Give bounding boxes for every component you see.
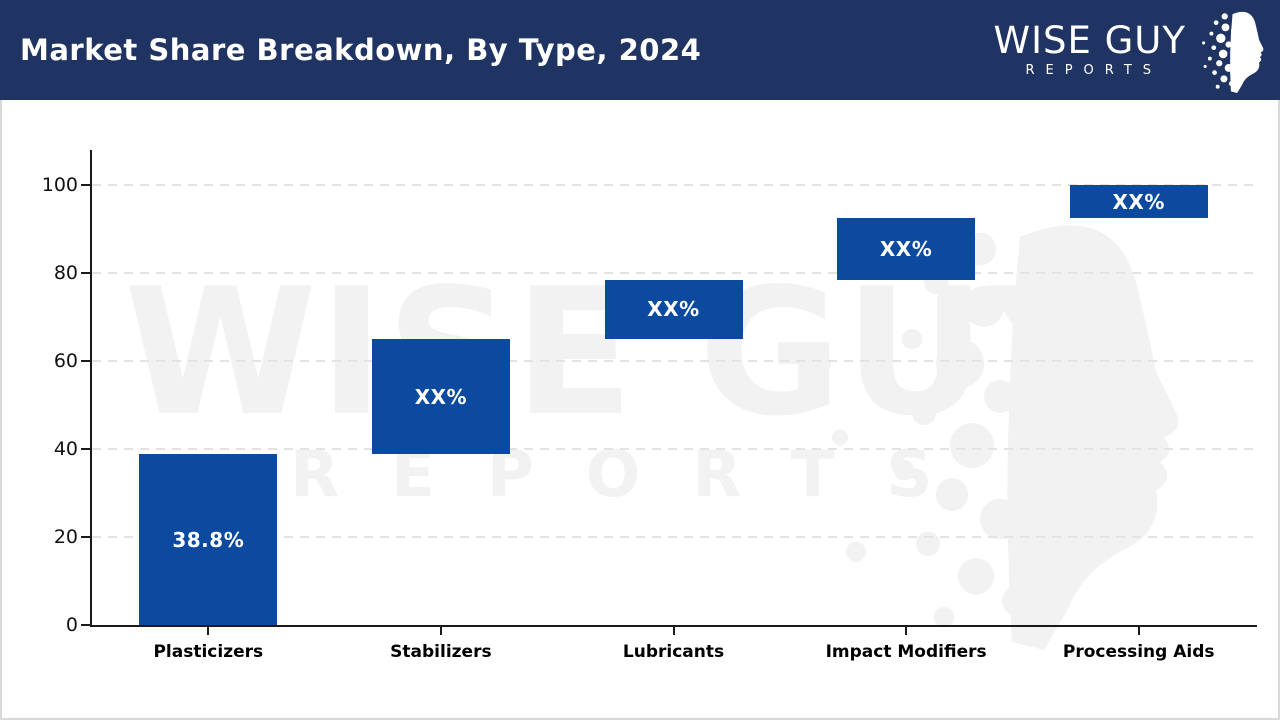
brand-logo: WISE GUY REPORTS — [994, 4, 1270, 96]
watermark-face-icon — [816, 225, 1179, 650]
brand-logo-text: WISE GUY REPORTS — [994, 22, 1186, 78]
y-tick-label: 20 — [53, 526, 78, 548]
x-category-label: Impact Modifiers — [825, 642, 987, 662]
page-title: Market Share Breakdown, By Type, 2024 — [20, 33, 702, 67]
x-tick-mark — [672, 627, 675, 635]
gridline-100 — [92, 184, 1255, 186]
bar-value-label: 38.8% — [172, 527, 245, 552]
bar-processing-aids: XX% — [1069, 185, 1208, 218]
y-tick-label: 40 — [53, 438, 78, 460]
y-tick-mark-60 — [81, 360, 90, 362]
gridline-80 — [92, 272, 1255, 274]
x-axis-line — [90, 625, 1257, 627]
y-tick-mark-20 — [81, 536, 90, 538]
x-category-label: Processing Aids — [1062, 642, 1215, 662]
x-tick-mark — [1137, 627, 1140, 635]
brand-subtitle: REPORTS — [1025, 63, 1163, 78]
y-tick-label: 100 — [41, 174, 78, 196]
y-tick-mark-100 — [81, 184, 90, 186]
dotted-face-icon — [1202, 11, 1264, 93]
gridline-20 — [92, 536, 1255, 538]
brand-name: WISE GUY — [993, 19, 1186, 62]
header-bar: Market Share Breakdown, By Type, 2024 WI… — [0, 0, 1280, 100]
x-tick-mark — [439, 627, 442, 635]
x-tick-mark — [905, 627, 908, 635]
y-tick-label: 0 — [65, 614, 78, 636]
bar-stabilizers: XX% — [371, 339, 510, 455]
y-axis-line — [90, 150, 92, 627]
chart-card: WISE GUY REPORTS 0 20 40 60 80 100 Plasticizer… — [0, 100, 1280, 720]
bar-value-label: XX% — [647, 297, 700, 322]
y-tick-label: 80 — [53, 262, 78, 284]
y-tick-mark-0 — [81, 624, 90, 626]
x-category-label: Plasticizers — [153, 642, 264, 662]
bar-lubricants: XX% — [604, 279, 743, 339]
x-category-label: Stabilizers — [390, 642, 492, 662]
bar-impact-modifiers: XX% — [837, 218, 976, 280]
bar-value-label: XX% — [414, 384, 468, 409]
x-tick-mark — [207, 627, 210, 635]
y-tick-mark-40 — [81, 448, 90, 450]
y-tick-label: 60 — [53, 350, 78, 372]
y-tick-mark-80 — [81, 272, 90, 274]
x-category-label: Lubricants — [622, 642, 725, 662]
bar-value-label: XX% — [879, 236, 933, 261]
gridline-40 — [92, 448, 1255, 450]
bar-value-label: XX% — [1112, 189, 1165, 214]
gridline-60 — [92, 360, 1255, 362]
bar-plasticizers: 38.8% — [139, 454, 278, 625]
